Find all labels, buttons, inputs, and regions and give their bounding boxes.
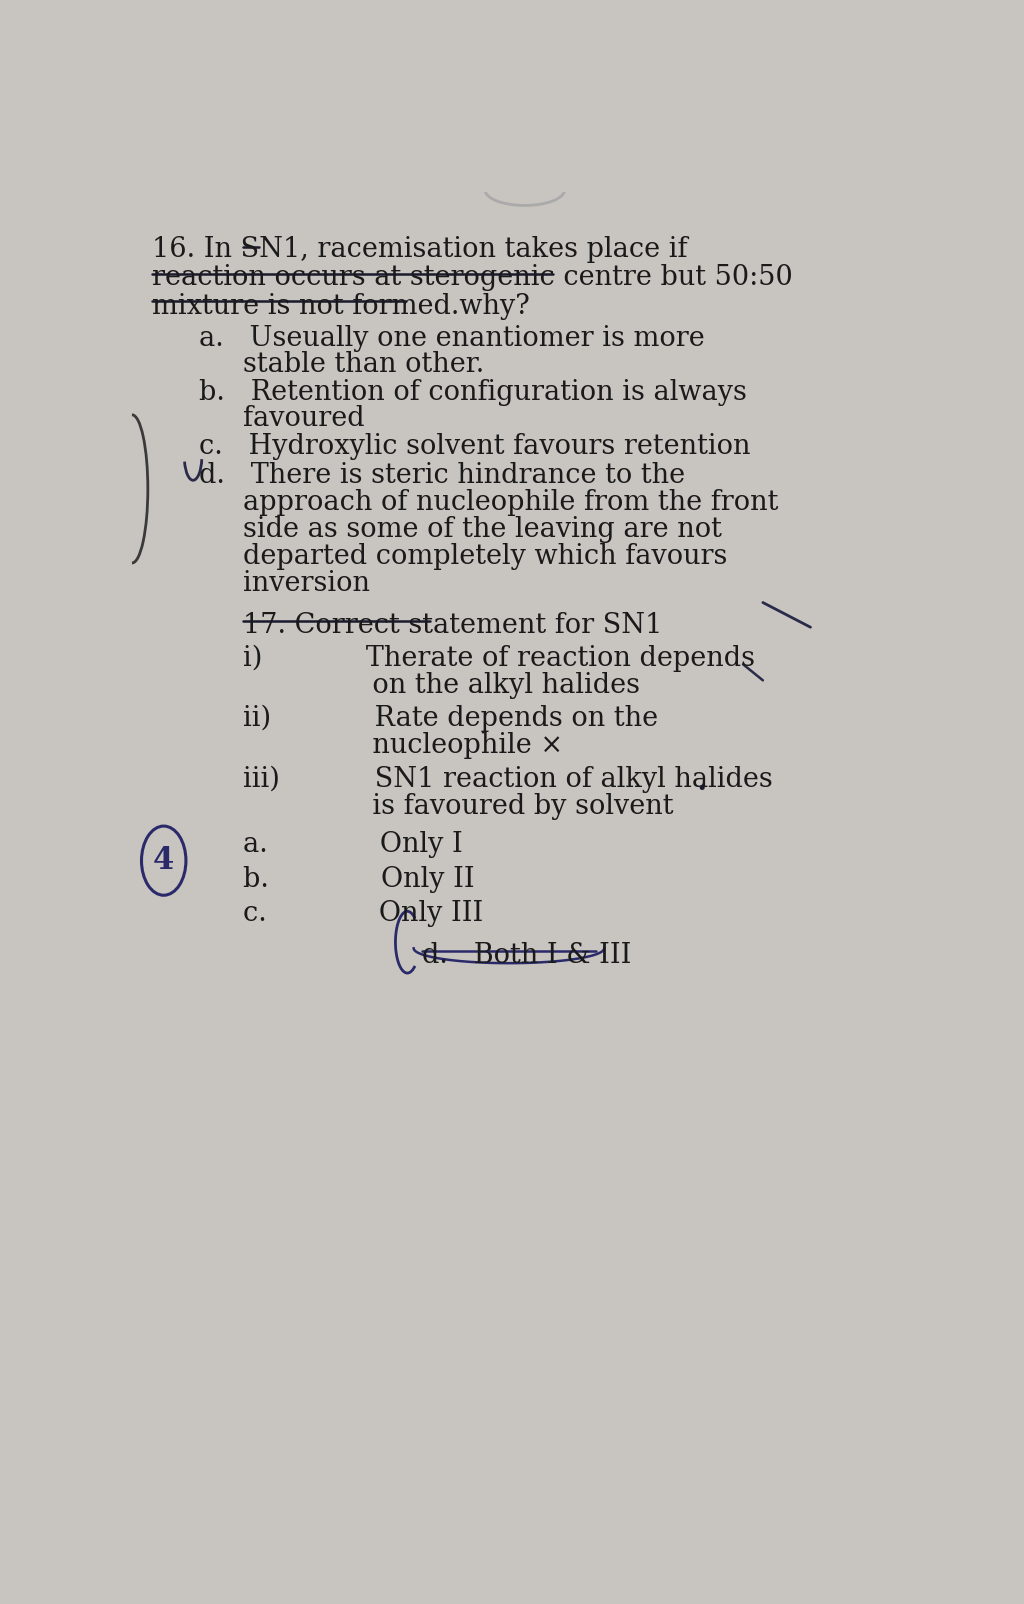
Text: b.             Only II: b. Only II: [243, 866, 475, 892]
Text: 4: 4: [153, 845, 174, 876]
Text: nucleophile ×: nucleophile ×: [243, 731, 563, 759]
Text: ·: ·: [695, 772, 708, 808]
Text: on the alkyl halides: on the alkyl halides: [243, 672, 640, 699]
Text: b.   Retention of configuration is always: b. Retention of configuration is always: [200, 379, 748, 406]
Text: 16. In SN1, racemisation takes place if: 16. In SN1, racemisation takes place if: [152, 236, 687, 263]
Text: d.   Both I & III: d. Both I & III: [422, 942, 631, 969]
Text: stable than other.: stable than other.: [243, 351, 484, 377]
Text: is favoured by solvent: is favoured by solvent: [243, 792, 674, 820]
Text: a.             Only I: a. Only I: [243, 831, 463, 858]
Text: departed completely which favours: departed completely which favours: [243, 544, 727, 571]
Text: iii)           SN1 reaction of alkyl halides: iii) SN1 reaction of alkyl halides: [243, 765, 773, 792]
Text: approach of nucleophile from the front: approach of nucleophile from the front: [243, 489, 778, 516]
Text: mixture is not formed.why?: mixture is not formed.why?: [152, 292, 529, 319]
Text: c.             Only III: c. Only III: [243, 900, 483, 927]
Text: favoured: favoured: [243, 404, 365, 431]
Text: a.   Useually one enantiomer is more: a. Useually one enantiomer is more: [200, 324, 706, 351]
Text: inversion: inversion: [243, 571, 370, 597]
Text: 17. Correct statement for SN1: 17. Correct statement for SN1: [243, 613, 663, 640]
Text: d.   There is steric hindrance to the: d. There is steric hindrance to the: [200, 462, 685, 489]
Text: reaction occurs at sterogenic centre but 50:50: reaction occurs at sterogenic centre but…: [152, 265, 793, 290]
Text: c.   Hydroxylic solvent favours retention: c. Hydroxylic solvent favours retention: [200, 433, 751, 460]
Text: i)            Therate of reaction depends: i) Therate of reaction depends: [243, 645, 755, 672]
Text: ii)            Rate depends on the: ii) Rate depends on the: [243, 706, 658, 733]
Text: side as some of the leaving are not: side as some of the leaving are not: [243, 516, 722, 544]
